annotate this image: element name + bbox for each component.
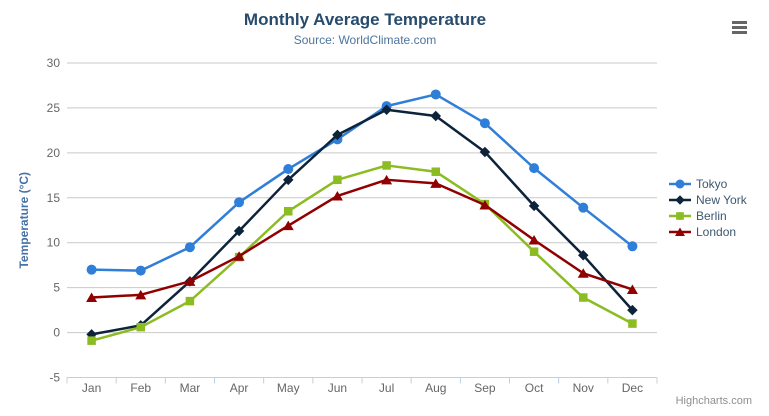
- legend-marker-triangle-icon: [669, 227, 691, 237]
- data-point-tokyo-may[interactable]: [283, 164, 294, 175]
- data-point-london-jun[interactable]: [331, 190, 343, 201]
- x-axis-tick-label: Jan: [82, 381, 101, 395]
- series-line-berlin[interactable]: [90, 164, 634, 342]
- x-axis-tick-label: Oct: [525, 381, 544, 395]
- data-point-london-dec[interactable]: [626, 284, 638, 294]
- legend-label: Berlin: [696, 209, 727, 223]
- legend-marker-shape: [675, 179, 685, 189]
- data-point-tokyo-jan[interactable]: [86, 264, 97, 275]
- x-axis-tick-label: Apr: [230, 381, 249, 395]
- legend-marker-square-icon: [669, 212, 691, 220]
- data-point-tokyo-sep[interactable]: [479, 118, 490, 129]
- data-point-berlin-may[interactable]: [284, 207, 293, 216]
- data-point-berlin-mar[interactable]: [185, 296, 195, 306]
- x-axis-tick-label: Dec: [622, 381, 643, 395]
- legend-label: London: [696, 225, 737, 239]
- data-point-tokyo-aug[interactable]: [430, 89, 441, 100]
- data-point-london-feb[interactable]: [135, 289, 147, 300]
- data-point-london-sep[interactable]: [479, 199, 491, 210]
- data-point-tokyo-dec[interactable]: [627, 241, 638, 252]
- data-point-new-york-nov[interactable]: [578, 250, 589, 261]
- x-axis-tick-label: Aug: [425, 381, 446, 395]
- data-point-tokyo-apr[interactable]: [234, 197, 245, 208]
- data-point-london-nov[interactable]: [577, 268, 589, 278]
- y-axis-tick-label: 25: [47, 101, 61, 115]
- data-point-berlin-jun[interactable]: [333, 175, 342, 185]
- legend-item-london[interactable]: London: [668, 224, 747, 240]
- legend-item-new-york[interactable]: New York: [668, 192, 747, 208]
- y-axis-tick-label: 10: [47, 236, 61, 250]
- data-point-new-york-aug[interactable]: [430, 110, 442, 122]
- data-point-berlin-oct[interactable]: [529, 247, 539, 256]
- data-point-berlin-nov[interactable]: [579, 293, 588, 302]
- data-point-london-mar[interactable]: [184, 276, 196, 286]
- y-axis-title: Temperature (°C): [17, 172, 31, 269]
- context-menu-button[interactable]: [729, 18, 750, 37]
- data-point-tokyo-nov[interactable]: [578, 202, 589, 213]
- data-point-new-york-may[interactable]: [283, 174, 294, 186]
- credits-link[interactable]: Highcharts.com: [675, 395, 752, 407]
- x-axis-tick-label: Sep: [474, 381, 496, 395]
- series-line-tokyo[interactable]: [90, 93, 634, 272]
- data-point-tokyo-mar[interactable]: [184, 242, 195, 253]
- legend-item-tokyo[interactable]: Tokyo: [668, 176, 747, 192]
- data-point-berlin-aug[interactable]: [431, 167, 441, 176]
- data-point-new-york-sep[interactable]: [479, 146, 491, 158]
- data-point-new-york-apr[interactable]: [233, 225, 245, 237]
- series-london: [86, 174, 638, 303]
- legend-marker-shape: [675, 195, 685, 205]
- y-axis-tick-label: 0: [53, 326, 60, 340]
- legend-label: Tokyo: [696, 177, 728, 191]
- data-point-new-york-jun[interactable]: [332, 129, 343, 141]
- data-point-new-york-jul[interactable]: [381, 104, 392, 115]
- series-line-london[interactable]: [90, 178, 634, 299]
- data-point-london-jan[interactable]: [86, 292, 98, 303]
- legend-marker-shape: [675, 227, 685, 237]
- series-line-new-york[interactable]: [90, 108, 634, 336]
- data-point-berlin-dec[interactable]: [628, 319, 637, 328]
- x-axis-tick-label: Jul: [379, 381, 394, 395]
- data-point-tokyo-feb[interactable]: [135, 265, 146, 276]
- series-tokyo: [86, 89, 638, 276]
- data-point-tokyo-oct[interactable]: [529, 163, 540, 174]
- y-axis-tick-label: 20: [47, 146, 61, 160]
- data-point-london-apr[interactable]: [233, 251, 245, 261]
- chart-subtitle: Source: WorldClimate.com: [293, 33, 437, 47]
- chart-title: Monthly Average Temperature: [243, 10, 487, 29]
- legend-marker-shape: [676, 212, 684, 220]
- y-axis-tick-label: 5: [53, 281, 60, 295]
- data-point-london-jul[interactable]: [381, 174, 393, 185]
- y-axis-tick-label: 30: [47, 56, 61, 70]
- x-axis-tick-label: Mar: [180, 381, 201, 395]
- x-axis-tick-label: Feb: [130, 381, 151, 395]
- data-point-london-oct[interactable]: [528, 235, 540, 245]
- legend: Tokyo New York Berlin London: [668, 176, 747, 240]
- y-axis-tick-label: -5: [49, 371, 60, 385]
- x-axis-tick-label: Nov: [573, 381, 594, 395]
- data-point-berlin-jul[interactable]: [382, 161, 391, 170]
- data-point-berlin-feb[interactable]: [136, 322, 146, 332]
- legend-marker-circle-icon: [669, 179, 691, 189]
- data-point-london-aug[interactable]: [430, 178, 442, 188]
- legend-label: New York: [696, 193, 747, 207]
- data-point-new-york-dec[interactable]: [627, 304, 638, 316]
- data-point-new-york-oct[interactable]: [528, 200, 540, 212]
- legend-marker-diamond-icon: [669, 195, 691, 205]
- hamburger-icon: [732, 21, 747, 34]
- x-axis-tick-label: May: [277, 381, 300, 395]
- x-axis-tick-label: Jun: [328, 381, 347, 395]
- data-point-london-may[interactable]: [282, 220, 294, 231]
- y-axis-tick-label: 15: [47, 191, 61, 205]
- legend-item-berlin[interactable]: Berlin: [668, 208, 747, 224]
- data-point-berlin-jan[interactable]: [87, 336, 96, 345]
- series-new-york: [86, 104, 638, 340]
